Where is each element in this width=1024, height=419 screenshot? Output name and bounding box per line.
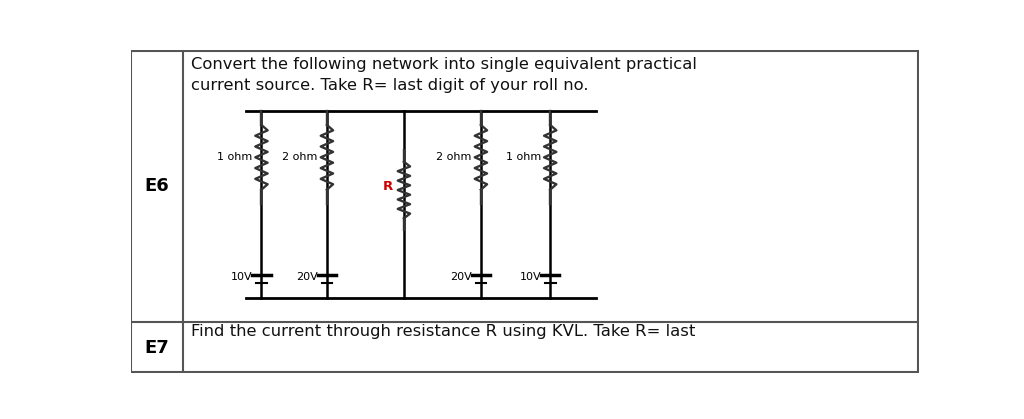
Text: 20V: 20V bbox=[450, 272, 472, 282]
Text: E6: E6 bbox=[144, 177, 169, 195]
Text: 10V: 10V bbox=[519, 272, 541, 282]
Text: E7: E7 bbox=[144, 339, 169, 357]
Text: 20V: 20V bbox=[296, 272, 317, 282]
Text: current source. Take R= last digit of your roll no.: current source. Take R= last digit of yo… bbox=[190, 78, 588, 93]
Text: 1 ohm: 1 ohm bbox=[217, 153, 252, 162]
Text: 2 ohm: 2 ohm bbox=[436, 153, 472, 162]
Text: 10V: 10V bbox=[230, 272, 252, 282]
Text: R: R bbox=[383, 180, 393, 193]
Text: Find the current through resistance R using KVL. Take R= last: Find the current through resistance R us… bbox=[190, 324, 695, 339]
Text: 2 ohm: 2 ohm bbox=[283, 153, 317, 162]
Text: Convert the following network into single equivalent practical: Convert the following network into singl… bbox=[190, 57, 696, 72]
Text: 1 ohm: 1 ohm bbox=[506, 153, 541, 162]
